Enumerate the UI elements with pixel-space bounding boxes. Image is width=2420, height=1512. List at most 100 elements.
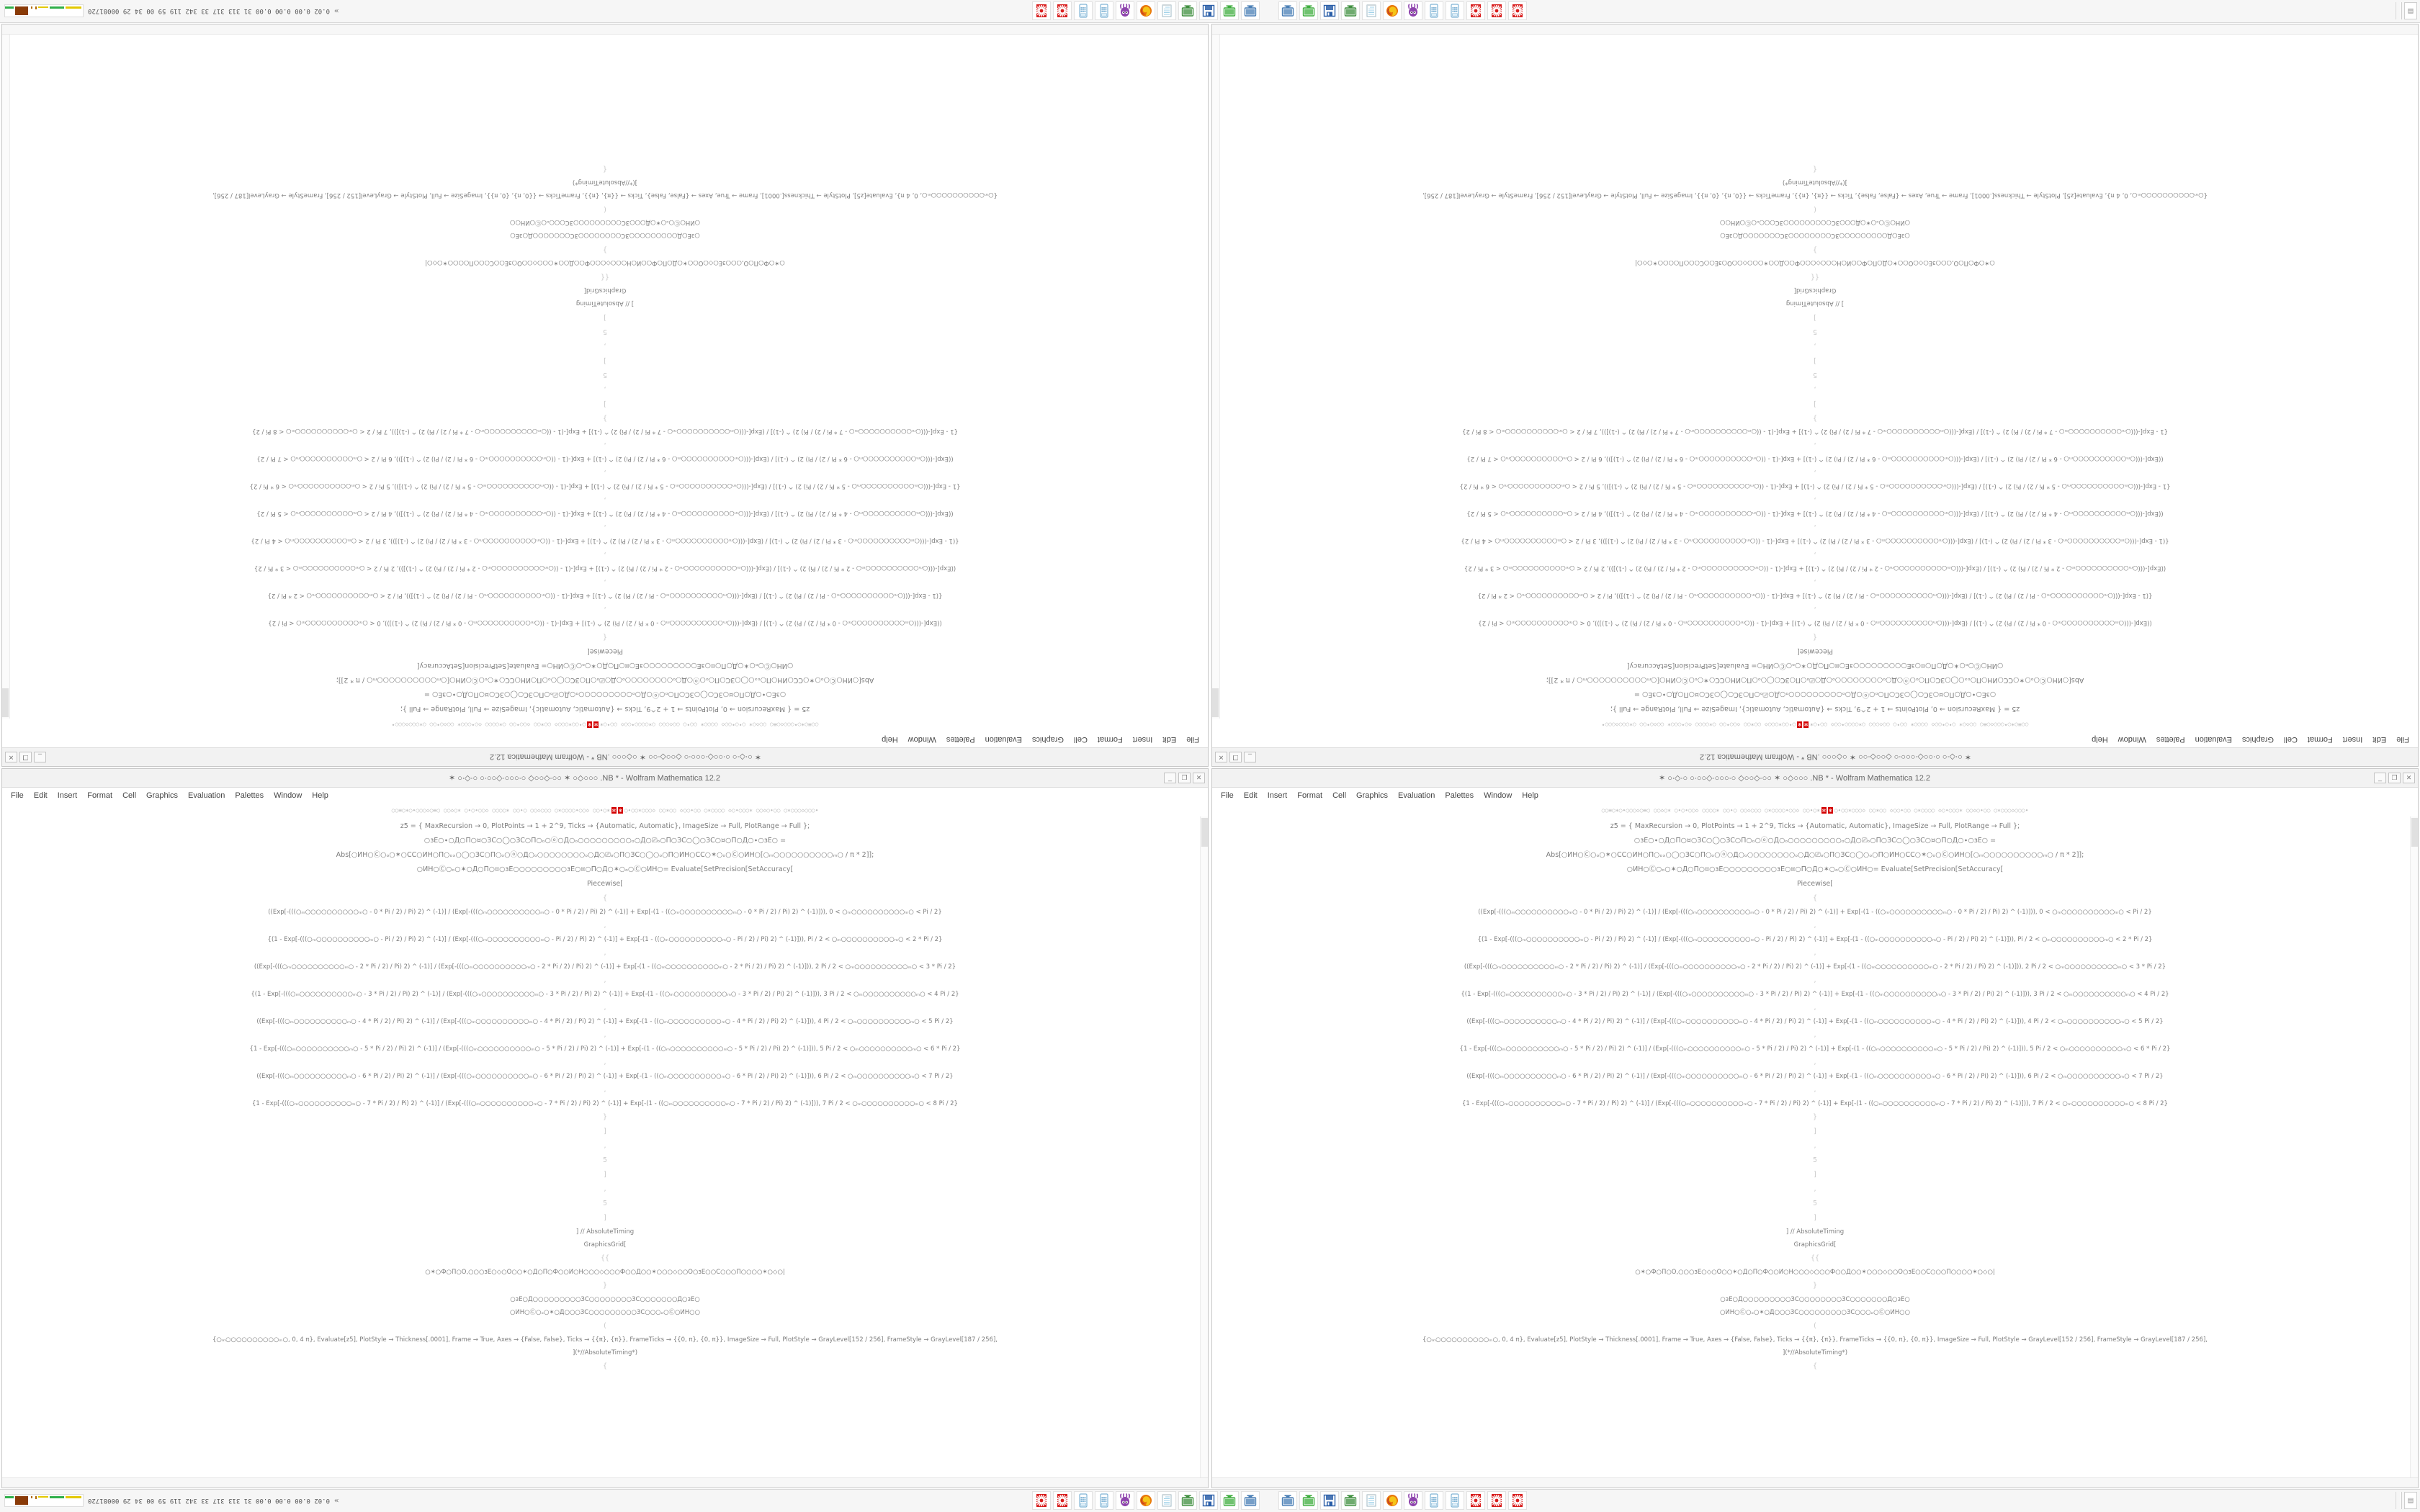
notebook-line[interactable]: { [1812, 633, 1818, 641]
evaluate-cell-button[interactable]: ✻ [611, 806, 617, 814]
notebook-line[interactable]: {(1 - Exp[-(((○ₘ○○○○○○○○○○ₘ○ - 3 * Pi / … [1461, 537, 2169, 544]
notebook-line[interactable]: , [604, 578, 606, 586]
notebook-line[interactable]: ○ИН○Ⓒ○ₒ○✶○Д○○○ЗС○○○○○○○○○ЗС○○○ₒ○Ⓒ○ИН○○ [509, 219, 701, 226]
menu-item-edit[interactable]: Edit [2372, 735, 2387, 744]
notebook-line[interactable]: {○ₘ○○○○○○○○○○ₘ○, 0, 4 π}, Evaluate[z5], … [1422, 1336, 2208, 1344]
notebook-line[interactable]: ((Exp[-(((○ₘ○○○○○○○○○○ₘ○ - 0 * Pi / 2) /… [1478, 909, 2152, 916]
notebook-line[interactable]: {○ₘ○○○○○○○○○○ₘ○, 0, 4 π}, Evaluate[z5], … [1422, 192, 2208, 199]
menu-item-insert[interactable]: Insert [57, 791, 78, 800]
notebook-line[interactable]: GraphicsGrid[ [583, 1241, 627, 1248]
notebook-line[interactable]: {○ₘ○○○○○○○○○○ₘ○, 0, 4 π}, Evaluate[z5], … [212, 192, 998, 199]
notebook-line[interactable]: , [1814, 469, 1816, 477]
notebook-line[interactable]: ] [604, 1128, 606, 1135]
bottom-panel[interactable]: ▤ » 0.02 0.00 0.00 0.00 31 313 317 33 34… [0, 0, 2420, 23]
menu-item-palettes[interactable]: Palettes [1445, 791, 1474, 800]
notebook-line[interactable]: ○зЕ○∙○Д○П○¤○ЗС○◯○ЗС○П○ₒ○ⓞ○Д○ₒ○○○○○○○○○ₒ○… [1634, 690, 1996, 698]
bottom-panel-tray[interactable]: » 0.02 0.00 0.00 0.00 31 313 317 33 342 … [0, 4, 1032, 18]
notebook-line[interactable]: ] [604, 1214, 606, 1222]
maximize-button[interactable]: ❐ [2388, 773, 2401, 783]
bottom-panel-launchers-2[interactable] [1032, 1, 1260, 21]
notebook-line[interactable]: {1 - Exp[-(((○ₘ○○○○○○○○○○ₘ○ - 7 * Pi / 2… [1462, 428, 2168, 435]
firefox-icon[interactable] [1137, 1491, 1155, 1511]
menu-item-edit[interactable]: Edit [33, 791, 48, 800]
close-button[interactable]: ✕ [2403, 773, 2415, 783]
notebook-line[interactable]: ] [1814, 1171, 1816, 1179]
notebook-line[interactable]: , [1814, 922, 1816, 930]
menu-item-palettes[interactable]: Palettes [2156, 735, 2185, 744]
titlebar[interactable]: ✶ ○∙◇∙○ ○∙○○◇∙○○○∙○ ◇○○◇∙○○ ✶ ○◇○○○ .NB … [1212, 747, 2418, 766]
notebook-line[interactable]: Piecewise[ [1797, 647, 1833, 655]
menu-item-window[interactable]: Window [1484, 791, 1512, 800]
notepad-icon[interactable] [1362, 1, 1381, 21]
notebook-line[interactable]: , [604, 976, 606, 984]
notebook-line[interactable]: ] [1814, 1214, 1816, 1222]
menu-item-insert[interactable]: Insert [1267, 791, 1288, 800]
menu-item-format[interactable]: Format [1097, 735, 1123, 744]
titlebar[interactable]: ✶ ○∙◇∙○ ○∙○○◇∙○○○∙○ ◇○○◇∙○○ ✶ ○◇○○○ .NB … [2, 747, 1208, 766]
octopus-icon[interactable] [1116, 1, 1134, 21]
notebook-line[interactable]: {{ [600, 1254, 610, 1262]
calculator-icon[interactable] [1095, 1491, 1113, 1511]
firefox-icon[interactable] [1137, 1, 1155, 21]
notebook-line[interactable]: ((Exp[-(((○ₘ○○○○○○○○○○ₘ○ - 6 * Pi / 2) /… [256, 455, 954, 462]
notebook-line[interactable]: , [604, 922, 606, 930]
notebook-line[interactable]: 5 [602, 1200, 608, 1207]
notebook-line[interactable]: , [604, 1185, 606, 1193]
bottom-panel-launchers[interactable] [1278, 1, 1527, 21]
terminal-icon[interactable] [1341, 1, 1360, 21]
notebook-line[interactable]: ](*//AbsoluteTiming*) [572, 179, 638, 186]
notebook-line[interactable]: , [1814, 1142, 1816, 1150]
maximize-button[interactable]: ❐ [1229, 752, 1242, 762]
notebook-line[interactable]: {(1 - Exp[-(((○ₘ○○○○○○○○○○ₘ○ - Pi / 2) /… [1477, 592, 2153, 599]
notebook-line[interactable]: 5 [1812, 371, 1818, 379]
notebook-line[interactable]: {{ [600, 273, 610, 281]
notebook-line[interactable]: ] // AbsoluteTiming [575, 300, 635, 307]
menu-item-file[interactable]: File [1186, 735, 1199, 744]
notebook-line[interactable]: ○зЕ○∙○Д○П○¤○ЗС○◯○ЗС○П○ₒ○ⓞ○Д○ₒ○○○○○○○○○ₒ○… [424, 690, 786, 698]
mathematica-icon[interactable] [1466, 1491, 1485, 1511]
notebook-line[interactable]: } [1812, 1282, 1818, 1290]
top-panel-tray[interactable]: » 0.02 0.00 0.00 0.00 31 313 317 33 342 … [0, 1494, 1032, 1508]
menu-item-format[interactable]: Format [87, 791, 113, 800]
window-controls[interactable]: _ ❐ ✕ [1215, 752, 1256, 762]
notebook-line[interactable]: , [604, 1058, 606, 1066]
notebook-line[interactable]: , [604, 342, 606, 350]
system-monitor-applet[interactable]: » 0.02 0.00 0.00 0.00 31 313 317 33 342 … [4, 4, 339, 18]
notebook-window-top-right[interactable]: ✶ ○∙◇∙○ ○∙○○◇∙○○○∙○ ◇○○◇∙○○ ✶ ○◇○○○ .NB … [1, 768, 1209, 1488]
notebook-line[interactable]: ((Exp[-(((○ₘ○○○○○○○○○○ₘ○ - 0 * Pi / 2) /… [1478, 619, 2152, 626]
menu-item-cell[interactable]: Cell [1332, 791, 1347, 800]
notebook-line[interactable]: z5 = { MaxRecursion → 0, PlotPoints → 1 … [400, 822, 810, 830]
notebook-line[interactable]: } [602, 246, 608, 253]
notebook-line[interactable]: Piecewise[ [1797, 880, 1833, 888]
notebook-line[interactable]: ] // AbsoluteTiming [1785, 300, 1845, 307]
notebook-line[interactable]: ((Exp[-(((○ₘ○○○○○○○○○○ₘ○ - 2 * Pi / 2) /… [254, 564, 956, 572]
menu-item-graphics[interactable]: Graphics [146, 791, 179, 800]
display-blue-icon[interactable] [1278, 1491, 1297, 1511]
notebook-line[interactable]: ((Exp[-(((○ₘ○○○○○○○○○○ₘ○ - 4 * Pi / 2) /… [1466, 510, 2164, 517]
notebook-line[interactable]: ○зЕ○Д○○○○○○○○○ЗС○○○○○○○○ЗС○○○○○○○Д○зЕ○ [510, 232, 700, 239]
menu-item-file[interactable]: File [1221, 791, 1234, 800]
notebook-line[interactable]: ( [604, 205, 606, 213]
menu-item-window[interactable]: Window [274, 791, 302, 800]
menu-item-palettes[interactable]: Palettes [946, 735, 975, 744]
notebook-line[interactable]: {1 - Exp[-(((○ₘ○○○○○○○○○○ₘ○ - 5 * Pi / 2… [1459, 482, 2171, 490]
firefox-icon[interactable] [1383, 1491, 1402, 1511]
floppy-save-icon[interactable] [1199, 1, 1218, 21]
notebook-line[interactable]: Abs[○ИН○Ⓒ○ₒ○✶○СС○ИН○П○ₒₓ○◯○ЗС○П○ₒ○ⓞ○Д○ₒ○… [1546, 676, 2084, 684]
notebook-scrollbar[interactable] [1212, 35, 1220, 719]
notebook-line[interactable]: { [602, 165, 608, 173]
menu-item-evaluation[interactable]: Evaluation [1398, 791, 1435, 800]
notebook-line[interactable]: GraphicsGrid[ [583, 287, 627, 294]
close-button[interactable]: ✕ [5, 752, 17, 762]
notebook-line[interactable]: ((Exp[-(((○ₘ○○○○○○○○○○ₘ○ - 2 * Pi / 2) /… [1464, 564, 2166, 572]
display-green-icon[interactable] [1299, 1491, 1318, 1511]
notebook-line[interactable]: 5 [602, 371, 608, 379]
scrollbar-thumb[interactable] [1212, 688, 1219, 717]
notebook-line[interactable]: , [1814, 441, 1816, 449]
mathematica-icon[interactable] [1053, 1491, 1072, 1511]
notebook-line[interactable]: 5 [1812, 1200, 1818, 1207]
notebook-line[interactable]: z5 = { MaxRecursion → 0, PlotPoints → 1 … [1610, 705, 2020, 713]
notebook-line[interactable]: {1 - Exp[-(((○ₘ○○○○○○○○○○ₘ○ - 5 * Pi / 2… [249, 482, 961, 490]
notepad-icon[interactable] [1362, 1491, 1381, 1511]
notebook-line[interactable]: ○ИН○Ⓒ○ₒ○✶○Д○○○ЗС○○○○○○○○○ЗС○○○ₒ○Ⓒ○ИН○○ [1719, 219, 1911, 226]
